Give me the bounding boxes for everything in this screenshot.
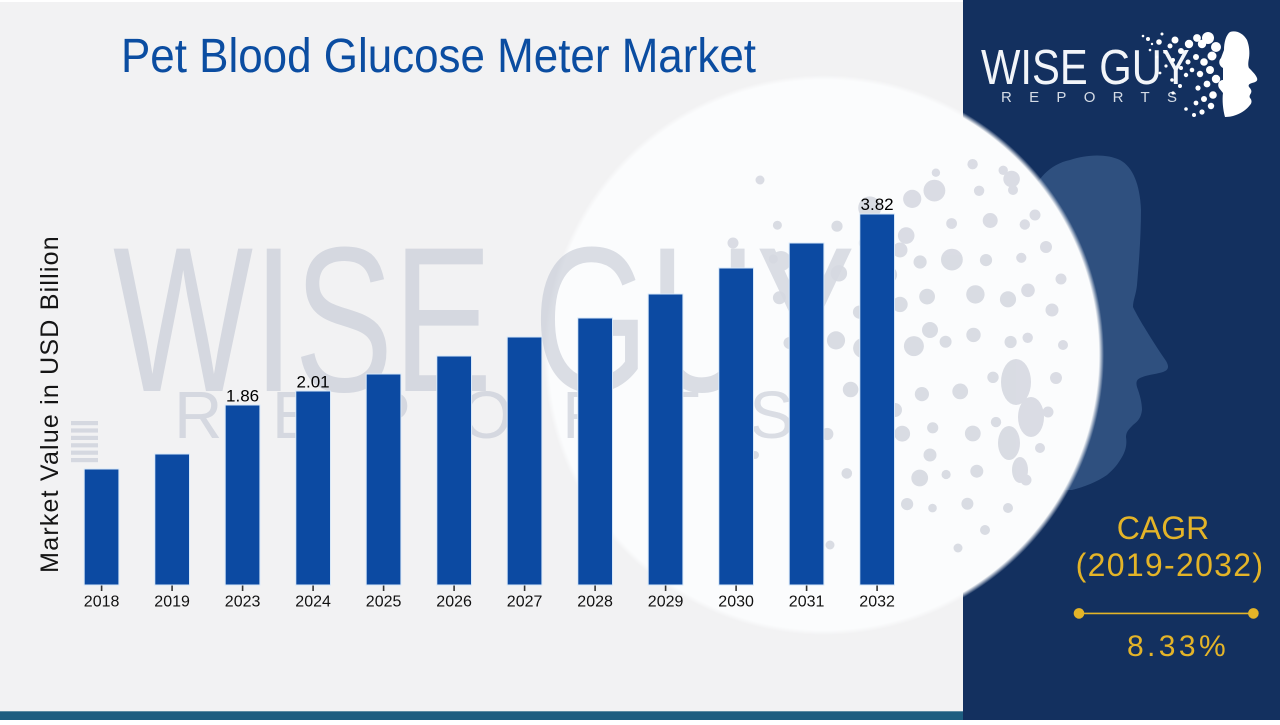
svg-text:2029: 2029 xyxy=(648,594,684,611)
svg-text:2024: 2024 xyxy=(295,594,331,611)
svg-text:CAGR: CAGR xyxy=(1117,510,1209,546)
svg-text:Market Value in USD Billion: Market Value in USD Billion xyxy=(36,235,64,573)
svg-text:2026: 2026 xyxy=(436,594,472,611)
svg-text:2030: 2030 xyxy=(718,594,754,611)
svg-text:1.86: 1.86 xyxy=(226,387,259,406)
svg-text:2018: 2018 xyxy=(84,594,120,611)
svg-text:2027: 2027 xyxy=(507,594,543,611)
svg-text:REPORTS: REPORTS xyxy=(174,378,794,453)
svg-text:2025: 2025 xyxy=(366,594,402,611)
svg-text:2023: 2023 xyxy=(225,594,261,611)
svg-text:2028: 2028 xyxy=(577,594,613,611)
svg-text:2032: 2032 xyxy=(859,594,895,611)
svg-text:8.33%: 8.33% xyxy=(1127,630,1229,663)
svg-text:(2019-2032): (2019-2032) xyxy=(1076,547,1265,583)
svg-text:3.82: 3.82 xyxy=(861,195,894,214)
svg-text:2.01: 2.01 xyxy=(297,373,330,392)
svg-text:2019: 2019 xyxy=(154,594,190,611)
svg-text:2031: 2031 xyxy=(789,594,825,611)
svg-text:Pet Blood Glucose Meter Market: Pet Blood Glucose Meter Market xyxy=(121,30,756,83)
svg-text:WISE GUY: WISE GUY xyxy=(981,40,1190,95)
